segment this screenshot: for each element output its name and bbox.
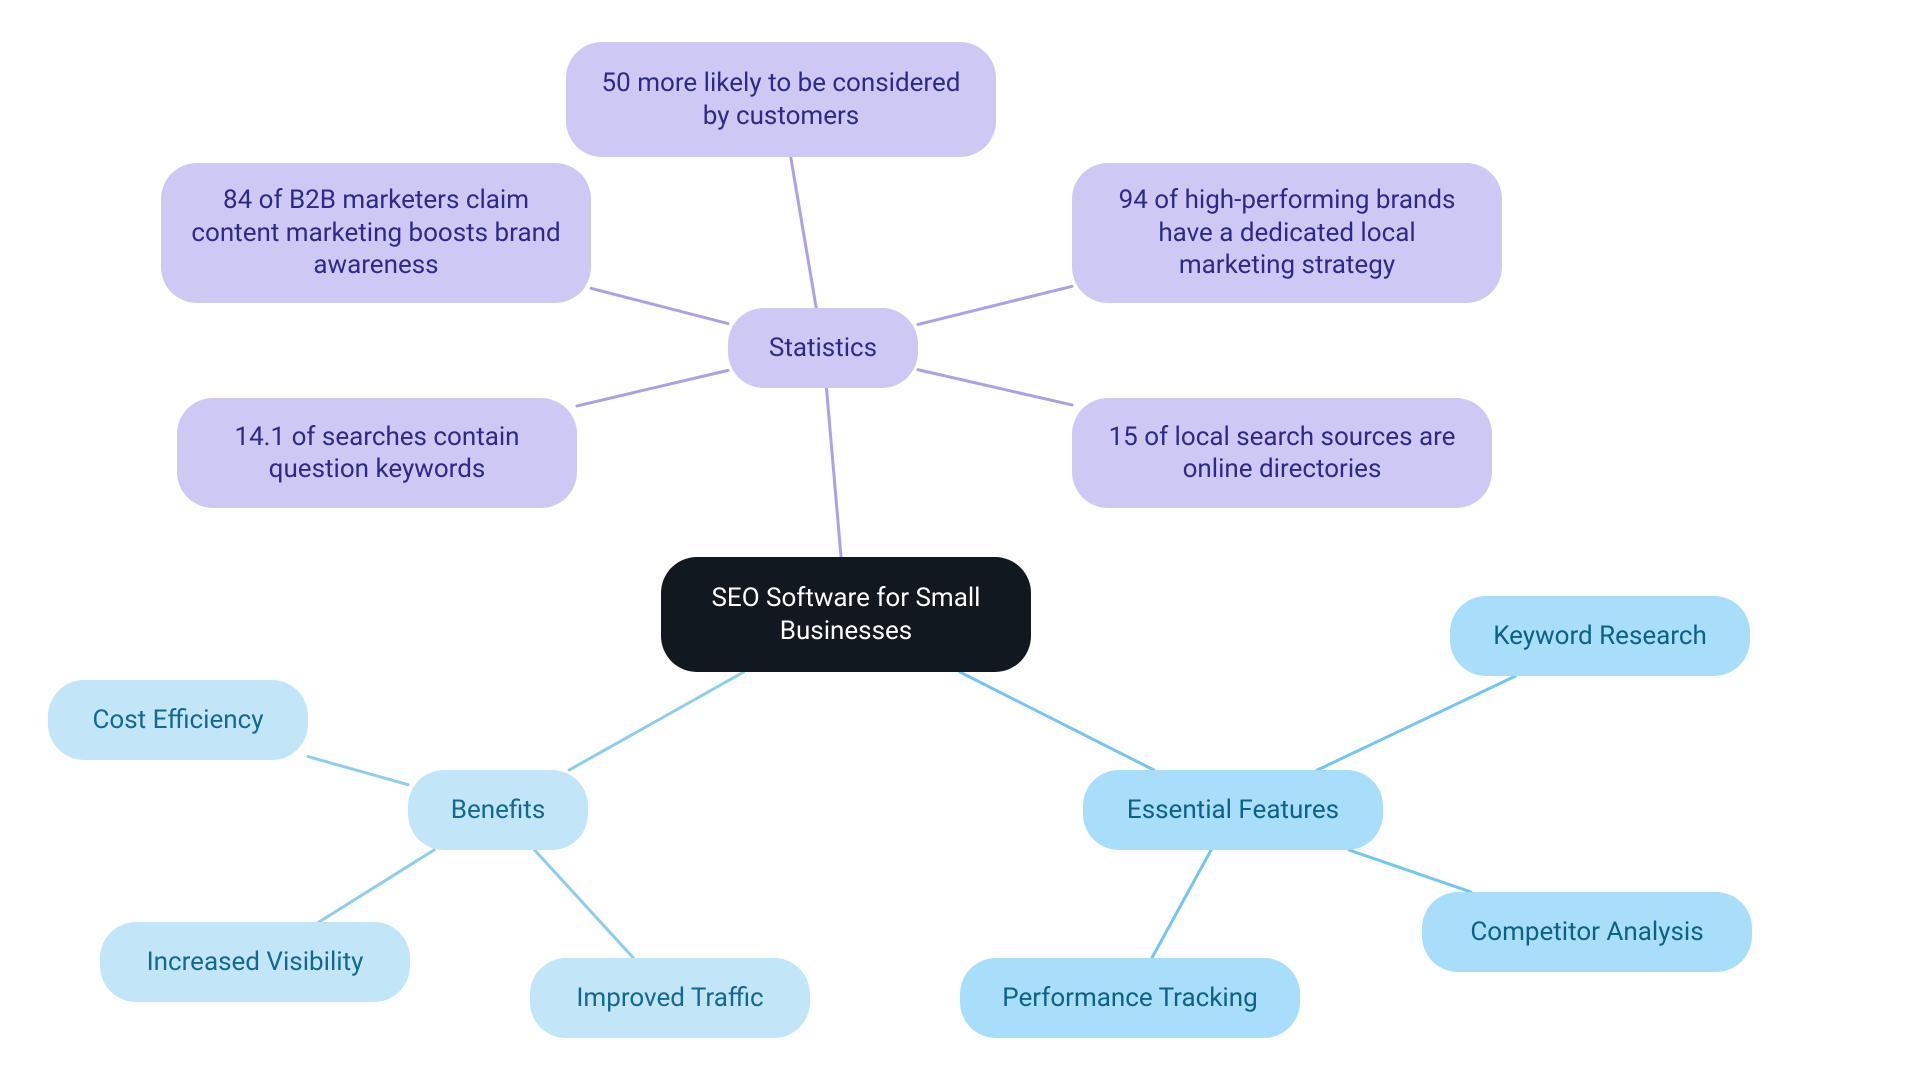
stat-84-node: 84 of B2B marketers claim content market… xyxy=(161,163,591,303)
competitor-analysis-label: Competitor Analysis xyxy=(1470,916,1703,949)
root-label: SEO Software for Small Businesses xyxy=(689,582,1003,647)
stat-50-node: 50 more likely to be considered by custo… xyxy=(566,42,996,157)
stat-94-label: 94 of high-performing brands have a dedi… xyxy=(1100,184,1474,282)
increased-visibility-node: Increased Visibility xyxy=(100,922,410,1002)
features-node: Essential Features xyxy=(1083,770,1383,850)
stat-15-label: 15 of local search sources are online di… xyxy=(1100,421,1464,486)
stat-94-node: 94 of high-performing brands have a dedi… xyxy=(1072,163,1502,303)
stat-15-node: 15 of local search sources are online di… xyxy=(1072,398,1492,508)
features-label: Essential Features xyxy=(1127,794,1339,827)
stat-50-label: 50 more likely to be considered by custo… xyxy=(594,67,968,132)
keyword-research-node: Keyword Research xyxy=(1450,596,1750,676)
competitor-analysis-node: Competitor Analysis xyxy=(1422,892,1752,972)
benefits-label: Benefits xyxy=(451,794,545,827)
root-node: SEO Software for Small Businesses xyxy=(661,557,1031,672)
stat-141-node: 14.1 of searches contain question keywor… xyxy=(177,398,577,508)
keyword-research-label: Keyword Research xyxy=(1493,620,1707,653)
performance-tracking-label: Performance Tracking xyxy=(1002,982,1257,1015)
statistics-node: Statistics xyxy=(728,308,918,388)
improved-traffic-node: Improved Traffic xyxy=(530,958,810,1038)
improved-traffic-label: Improved Traffic xyxy=(576,982,763,1015)
stat-84-label: 84 of B2B marketers claim content market… xyxy=(189,184,563,282)
benefits-node: Benefits xyxy=(408,770,588,850)
cost-efficiency-node: Cost Efficiency xyxy=(48,680,308,760)
stat-141-label: 14.1 of searches contain question keywor… xyxy=(205,421,549,486)
cost-efficiency-label: Cost Efficiency xyxy=(92,704,263,737)
performance-tracking-node: Performance Tracking xyxy=(960,958,1300,1038)
mindmap-canvas: SEO Software for Small Businesses Statis… xyxy=(0,0,1920,1083)
increased-visibility-label: Increased Visibility xyxy=(147,946,364,979)
statistics-label: Statistics xyxy=(769,332,877,365)
